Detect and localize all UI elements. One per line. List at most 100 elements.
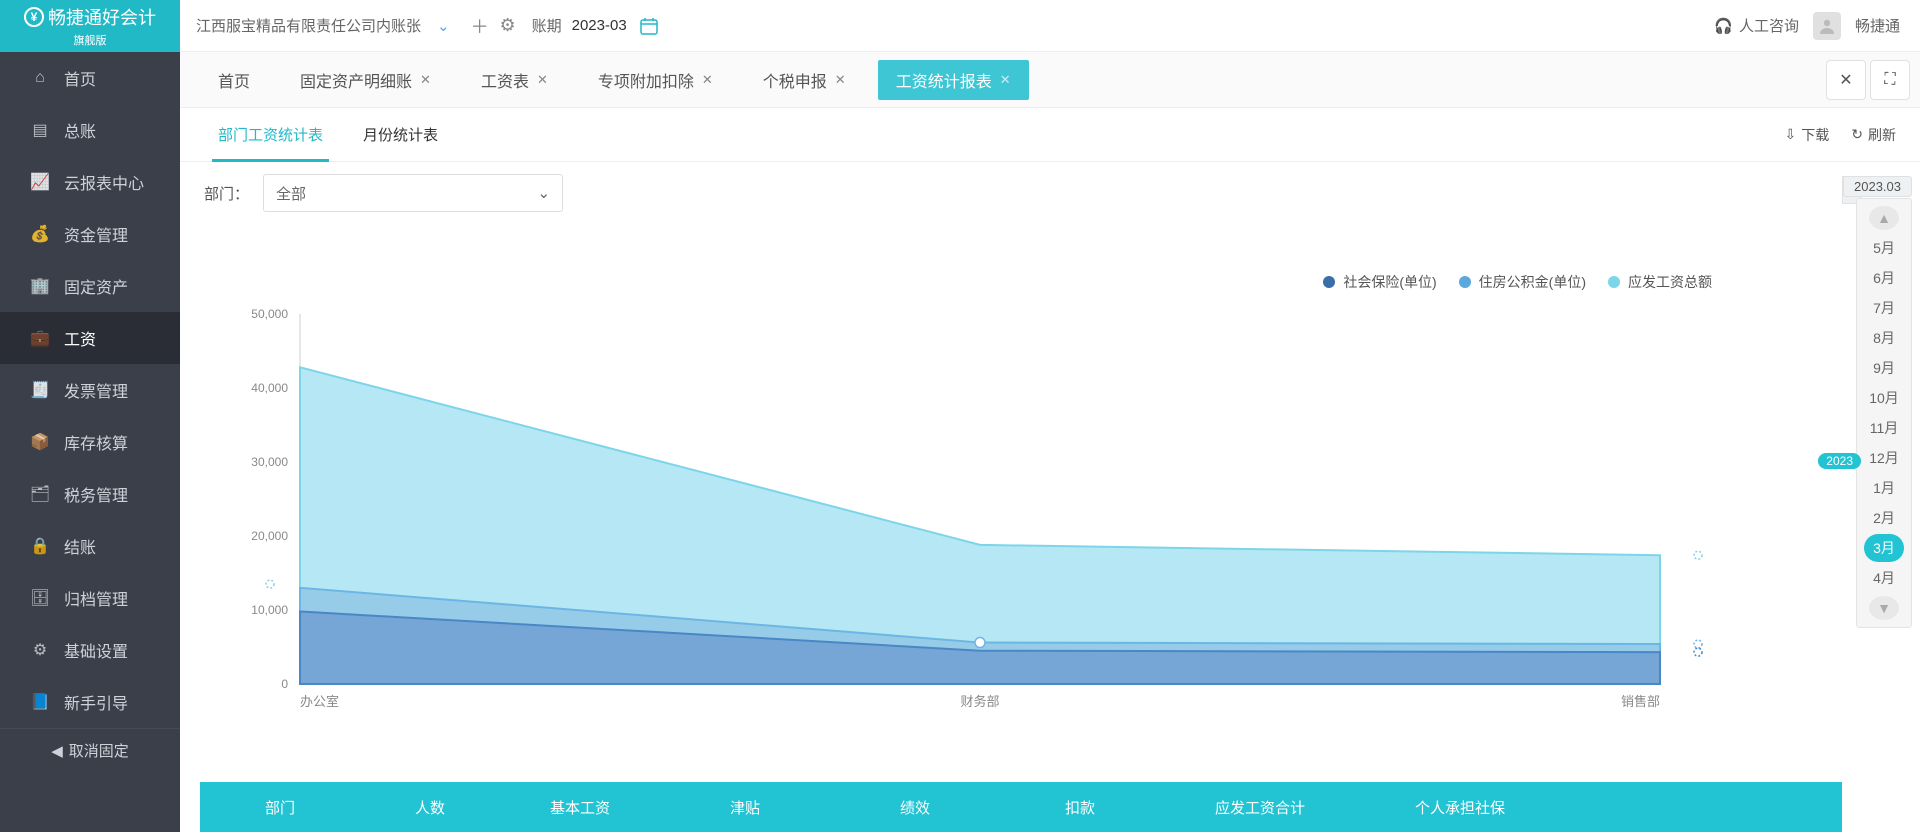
chevron-down-icon[interactable]: ⌄ [437,17,450,35]
tab-label: 专项附加扣除 [598,68,694,92]
month-down-icon[interactable]: ▼ [1869,596,1899,620]
company-select[interactable]: 江西服宝精品有限责任公司内账张 ⌄ [180,15,466,36]
month-up-icon[interactable]: ▲ [1869,206,1899,230]
close-icon[interactable]: ✕ [1000,72,1011,88]
month-option[interactable]: 6月 [1864,264,1904,292]
department-value: 全部 [276,183,306,204]
sidebar-item-settings[interactable]: ⚙ 基础设置 [0,624,180,676]
sidebar-item-closing[interactable]: 🔒结账 [0,520,180,572]
sidebar-item-label: 税务管理 [64,482,128,506]
tab[interactable]: 工资统计报表 ✕ [878,60,1029,100]
sidebar-item-label: 工资 [64,326,96,350]
tab[interactable]: 首页 [200,60,268,100]
tab[interactable]: 固定资产明细账✕ [282,60,449,100]
subtab[interactable]: 部门工资统计表 [198,108,343,162]
month-option[interactable]: 5月 [1864,234,1904,262]
tab[interactable]: 工资表 ✕ [463,60,566,100]
department-label: 部门： [204,183,249,204]
svg-text:办公室: 办公室 [300,694,339,709]
month-option[interactable]: 11月 [1864,414,1904,442]
ledger-icon: ▤ [30,120,50,140]
avatar-icon[interactable] [1813,12,1841,40]
sidebar-item-tax[interactable]: 🗂 税务管理 [0,468,180,520]
tax-icon: 🗂 [30,484,50,504]
month-option[interactable]: 3月 [1864,534,1904,562]
month-option[interactable]: 12月 [1864,444,1904,472]
funds-icon: 💰 [30,224,50,244]
table-column-header: 基本工资 [500,797,660,818]
sidebar-item-label: 首页 [64,66,96,90]
inventory-icon: 📦 [30,432,50,452]
period-value: 2023-03 [572,17,627,34]
close-icon[interactable]: ✕ [835,72,846,88]
gear-icon[interactable]: ⚙ [494,12,522,40]
filter-row: 部门： 全部 ⌄ [180,162,1856,224]
sidebar-item-funds[interactable]: 💰 资金管理 [0,208,180,260]
month-picker: ▲5月6月7月8月9月10月11月12月20231月2月3月4月▼ [1856,198,1912,628]
month-option[interactable]: 4月 [1864,564,1904,592]
closing-icon: 🔒 [30,536,50,556]
month-option[interactable]: 9月 [1864,354,1904,382]
refresh-button[interactable]: ↻ 刷新 [1851,125,1896,145]
sidebar-item-label: 发票管理 [64,378,128,402]
sidebar-item-archive[interactable]: 🗄归档管理 [0,572,180,624]
sidebar-item-ledger[interactable]: ▤ 总账 [0,104,180,156]
salary-chart: 社会保险(单位)住房公积金(单位)应发工资总额 010,00020,00030,… [200,224,1842,754]
assets-icon: 🏢 [30,276,50,296]
sidebar-unpin[interactable]: ◀取消固定 [0,728,180,772]
tab-label: 工资统计报表 [896,68,992,92]
download-button[interactable]: ⇩ 下载 [1785,125,1830,145]
home-icon: ⌂ [30,68,50,88]
close-icon[interactable]: ✕ [702,72,713,88]
svg-text:0: 0 [281,677,288,691]
month-option[interactable]: 8月 [1864,324,1904,352]
tab[interactable]: 个税申报✕ [745,60,864,100]
table-column-header: 绩效 [830,797,1000,818]
user-name[interactable]: 畅捷通 [1855,15,1900,36]
svg-text:10,000: 10,000 [251,603,288,617]
department-select[interactable]: 全部 ⌄ [263,174,563,212]
sidebar-item-assets[interactable]: 🏢固定资产 [0,260,180,312]
sidebar-item-salary[interactable]: 💼工资 [0,312,180,364]
reports-icon: 📈 [30,172,50,192]
sidebar-item-inventory[interactable]: 📦 库存核算 [0,416,180,468]
sidebar-item-invoice[interactable]: 🧾发票管理 [0,364,180,416]
subtabs: 部门工资统计表月份统计表 ⇩ 下载 ↻ 刷新 [180,108,1920,162]
svg-text:20,000: 20,000 [251,529,288,543]
brand-name: 畅捷通好会计 [48,4,156,30]
month-option[interactable]: 7月 [1864,294,1904,322]
sidebar-item-label: 总账 [64,118,96,142]
table-column-header: 个人承担社保 [1360,797,1560,818]
svg-text:财务部: 财务部 [960,694,999,709]
close-icon[interactable]: ✕ [420,72,431,88]
close-icon[interactable]: ✕ [537,72,548,88]
table-column-header: 部门 [200,797,360,818]
month-option[interactable]: 1月 [1864,474,1904,502]
sidebar-item-label: 资金管理 [64,222,128,246]
month-panel-year[interactable]: 2023.03 [1843,176,1912,197]
settings-icon: ⚙ [30,640,50,660]
add-icon[interactable]: ＋ [466,12,494,40]
tab[interactable]: 专项附加扣除 ✕ [580,60,731,100]
sidebar-item-guide[interactable]: 📘新手引导 [0,676,180,728]
consult-button[interactable]: 🎧 人工咨询 [1714,15,1799,36]
brand-edition: 旗舰版 [74,32,107,48]
svg-text:30,000: 30,000 [251,455,288,469]
tab-label: 工资表 [481,68,529,92]
subtab[interactable]: 月份统计表 [343,108,458,162]
headset-icon: 🎧 [1714,17,1733,35]
sidebar-item-label: 库存核算 [64,430,128,454]
month-option[interactable]: 10月 [1864,384,1904,412]
calendar-icon[interactable] [635,12,663,40]
month-option[interactable]: 2月 [1864,504,1904,532]
sidebar: ⌂ 首页 ▤ 总账 📈云报表中心 💰 资金管理 🏢固定资产💼工资🧾发票管理 📦 库存核算 🗂 税务管理… [0,52,180,832]
table-column-header: 应发工资合计 [1160,797,1360,818]
close-tab-button[interactable]: ✕ [1826,60,1866,100]
sidebar-item-home[interactable]: ⌂ 首页 [0,52,180,104]
tab-label: 首页 [218,68,250,92]
sidebar-item-label: 基础设置 [64,638,128,662]
sidebar-item-reports[interactable]: 📈云报表中心 [0,156,180,208]
fullscreen-button[interactable]: ⛶ [1870,60,1910,100]
unpin-icon: ◀ [51,742,63,760]
period-label: 账期 [532,15,562,36]
